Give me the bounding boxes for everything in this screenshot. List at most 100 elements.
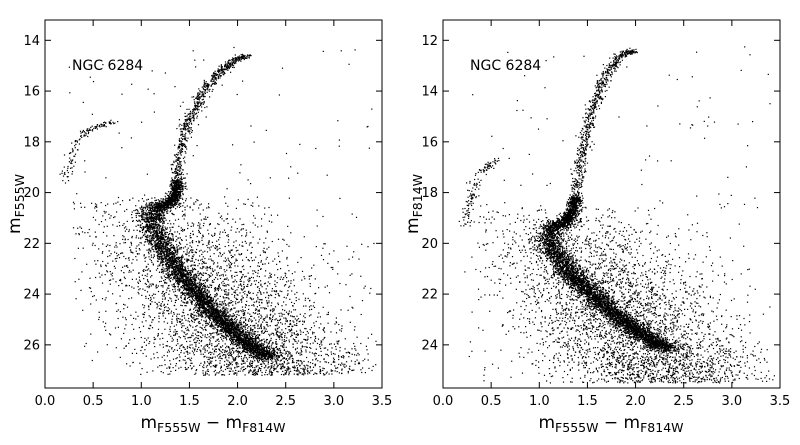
star-point: [152, 223, 154, 225]
star-point: [169, 227, 171, 229]
star-point: [167, 194, 169, 196]
star-point: [184, 162, 186, 164]
star-point: [248, 331, 250, 333]
star-point: [192, 278, 194, 280]
star-point: [171, 270, 173, 272]
star-point: [231, 336, 233, 338]
star-point: [192, 296, 194, 298]
star-point: [174, 272, 176, 274]
star-point: [234, 334, 236, 336]
star-point: [175, 271, 177, 273]
star-point: [166, 240, 168, 242]
star-point: [149, 213, 151, 215]
star-point: [188, 123, 190, 125]
star-point: [205, 299, 207, 301]
star-point: [269, 353, 271, 355]
star-point: [191, 282, 193, 284]
star-point: [157, 226, 159, 228]
star-point: [188, 279, 190, 281]
star-point: [176, 247, 178, 249]
star-point: [257, 335, 259, 337]
star-point: [251, 350, 253, 352]
star-point: [222, 324, 224, 326]
star-point: [168, 241, 170, 243]
star-point: [157, 247, 159, 249]
star-point: [161, 226, 163, 228]
star-point: [242, 350, 244, 352]
star-point: [246, 336, 248, 338]
star-point: [236, 344, 238, 346]
star-point: [178, 204, 180, 206]
star-point: [152, 219, 154, 222]
star-point: [249, 341, 251, 343]
star-point: [235, 330, 237, 332]
star-point: [200, 288, 202, 290]
star-point: [197, 295, 199, 297]
star-point: [253, 352, 255, 354]
star-point: [234, 338, 236, 341]
star-point: [178, 183, 180, 185]
star-point: [253, 343, 255, 345]
star-point: [166, 200, 168, 202]
star-point: [143, 216, 145, 218]
star-point: [248, 332, 250, 334]
star-point: [176, 192, 178, 194]
star-point: [173, 269, 176, 271]
star-point: [177, 193, 179, 196]
star-point: [170, 185, 172, 187]
star-point: [153, 209, 156, 211]
star-point: [182, 183, 184, 185]
star-point: [208, 308, 210, 310]
star-point: [181, 177, 183, 179]
star-point: [168, 240, 170, 242]
star-point: [182, 185, 184, 187]
star-point: [158, 209, 161, 211]
star-point: [172, 205, 174, 207]
star-point: [268, 352, 270, 354]
star-point: [180, 205, 182, 207]
star-point: [211, 304, 213, 306]
star-point: [170, 274, 172, 276]
star-point: [170, 200, 172, 202]
star-point: [169, 280, 171, 282]
star-point: [205, 295, 207, 297]
star-point: [154, 222, 157, 224]
star-point: [171, 263, 173, 266]
star-point: [160, 243, 162, 245]
star-point: [203, 303, 205, 305]
star-point: [243, 338, 245, 340]
star-point: [219, 323, 221, 325]
star-point: [225, 322, 227, 324]
star-point: [150, 211, 152, 213]
star-point: [165, 248, 167, 251]
star-point: [152, 208, 154, 210]
star-point: [184, 129, 186, 131]
star-point: [151, 236, 153, 238]
star-point: [193, 287, 195, 289]
star-point: [172, 186, 174, 188]
star-point: [165, 203, 167, 205]
star-point: [148, 249, 150, 251]
star-point: [157, 229, 159, 231]
star-point: [254, 348, 256, 350]
star-point: [221, 324, 223, 326]
star-point: [149, 211, 151, 213]
star-point: [216, 309, 218, 312]
star-point: [168, 260, 170, 262]
star-point: [266, 349, 268, 351]
star-point: [197, 290, 199, 292]
star-point: [158, 251, 160, 253]
star-point: [193, 286, 195, 289]
star-point: [171, 254, 173, 256]
star-point: [249, 345, 251, 347]
star-point: [210, 315, 212, 317]
star-point: [155, 248, 157, 250]
star-point: [225, 65, 227, 67]
star-point: [177, 281, 180, 283]
star-point: [159, 227, 161, 229]
star-point: [178, 288, 180, 290]
star-point: [199, 296, 201, 298]
star-point: [221, 314, 223, 317]
star-point: [144, 234, 146, 236]
star-point: [153, 207, 155, 209]
